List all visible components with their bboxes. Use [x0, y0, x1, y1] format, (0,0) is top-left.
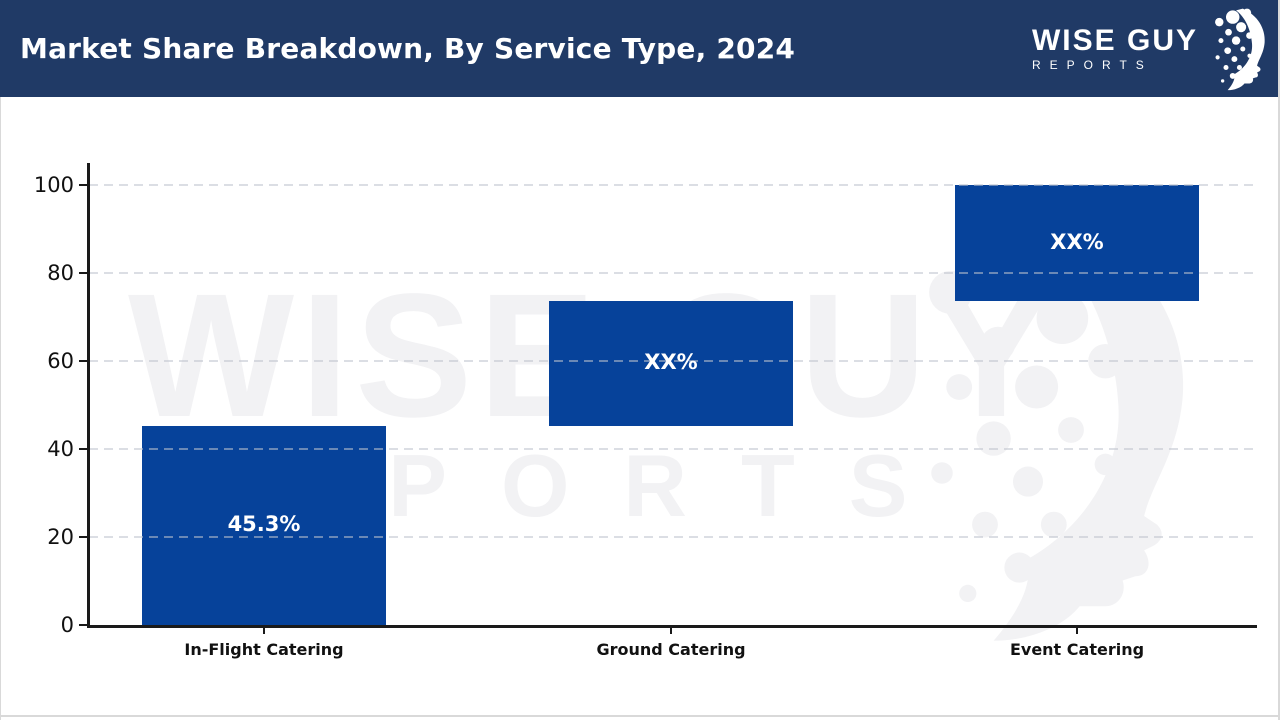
wiseguy-reports-logo: WISE GUY REPORTS — [1032, 0, 1268, 97]
y-tick-label: 0 — [60, 613, 74, 637]
logo-wordmark-line1: WISE GUY — [1031, 24, 1198, 57]
x-category-label: Event Catering — [1009, 640, 1145, 659]
bar — [549, 301, 793, 426]
page-border-left — [0, 97, 1, 720]
bar-value-label: XX% — [1050, 230, 1104, 255]
grid-line — [89, 536, 1256, 538]
y-axis-spine — [87, 163, 90, 627]
wiseguy-face-icon — [1215, 8, 1265, 90]
x-axis-spine — [87, 625, 1257, 628]
bar — [142, 425, 386, 625]
grid-line — [89, 360, 1256, 362]
x-tick-mark — [670, 627, 672, 634]
y-tick-mark — [79, 536, 88, 538]
logo-wordmark-line2: REPORTS — [1031, 58, 1153, 72]
y-tick-label: 100 — [33, 173, 74, 197]
grid-line — [89, 184, 1256, 186]
grid-line — [89, 448, 1256, 450]
page-border-bottom — [0, 715, 1280, 717]
y-tick-label: 40 — [47, 437, 74, 461]
page-border-right — [1278, 0, 1280, 720]
page-title: Market Share Breakdown, By Service Type,… — [20, 32, 796, 65]
y-tick-mark — [79, 448, 88, 450]
y-tick-mark — [79, 184, 88, 186]
y-tick-mark — [79, 360, 88, 362]
y-tick-label: 60 — [47, 349, 74, 373]
header-bar: Market Share Breakdown, By Service Type,… — [0, 0, 1280, 97]
y-tick-mark — [79, 624, 88, 626]
bar-value-label: XX% — [644, 350, 698, 375]
grid-line — [89, 272, 1256, 274]
y-tick-label: 20 — [47, 525, 74, 549]
x-category-label: Ground Catering — [596, 640, 746, 659]
y-tick-label: 80 — [47, 261, 74, 285]
x-tick-mark — [263, 627, 265, 634]
logo-wordmark: WISE GUY REPORTS — [1031, 24, 1198, 72]
x-category-label: In-Flight Catering — [184, 640, 344, 659]
y-tick-mark — [79, 272, 88, 274]
x-tick-mark — [1076, 627, 1078, 634]
bar-value-label: 45.3% — [227, 512, 301, 537]
